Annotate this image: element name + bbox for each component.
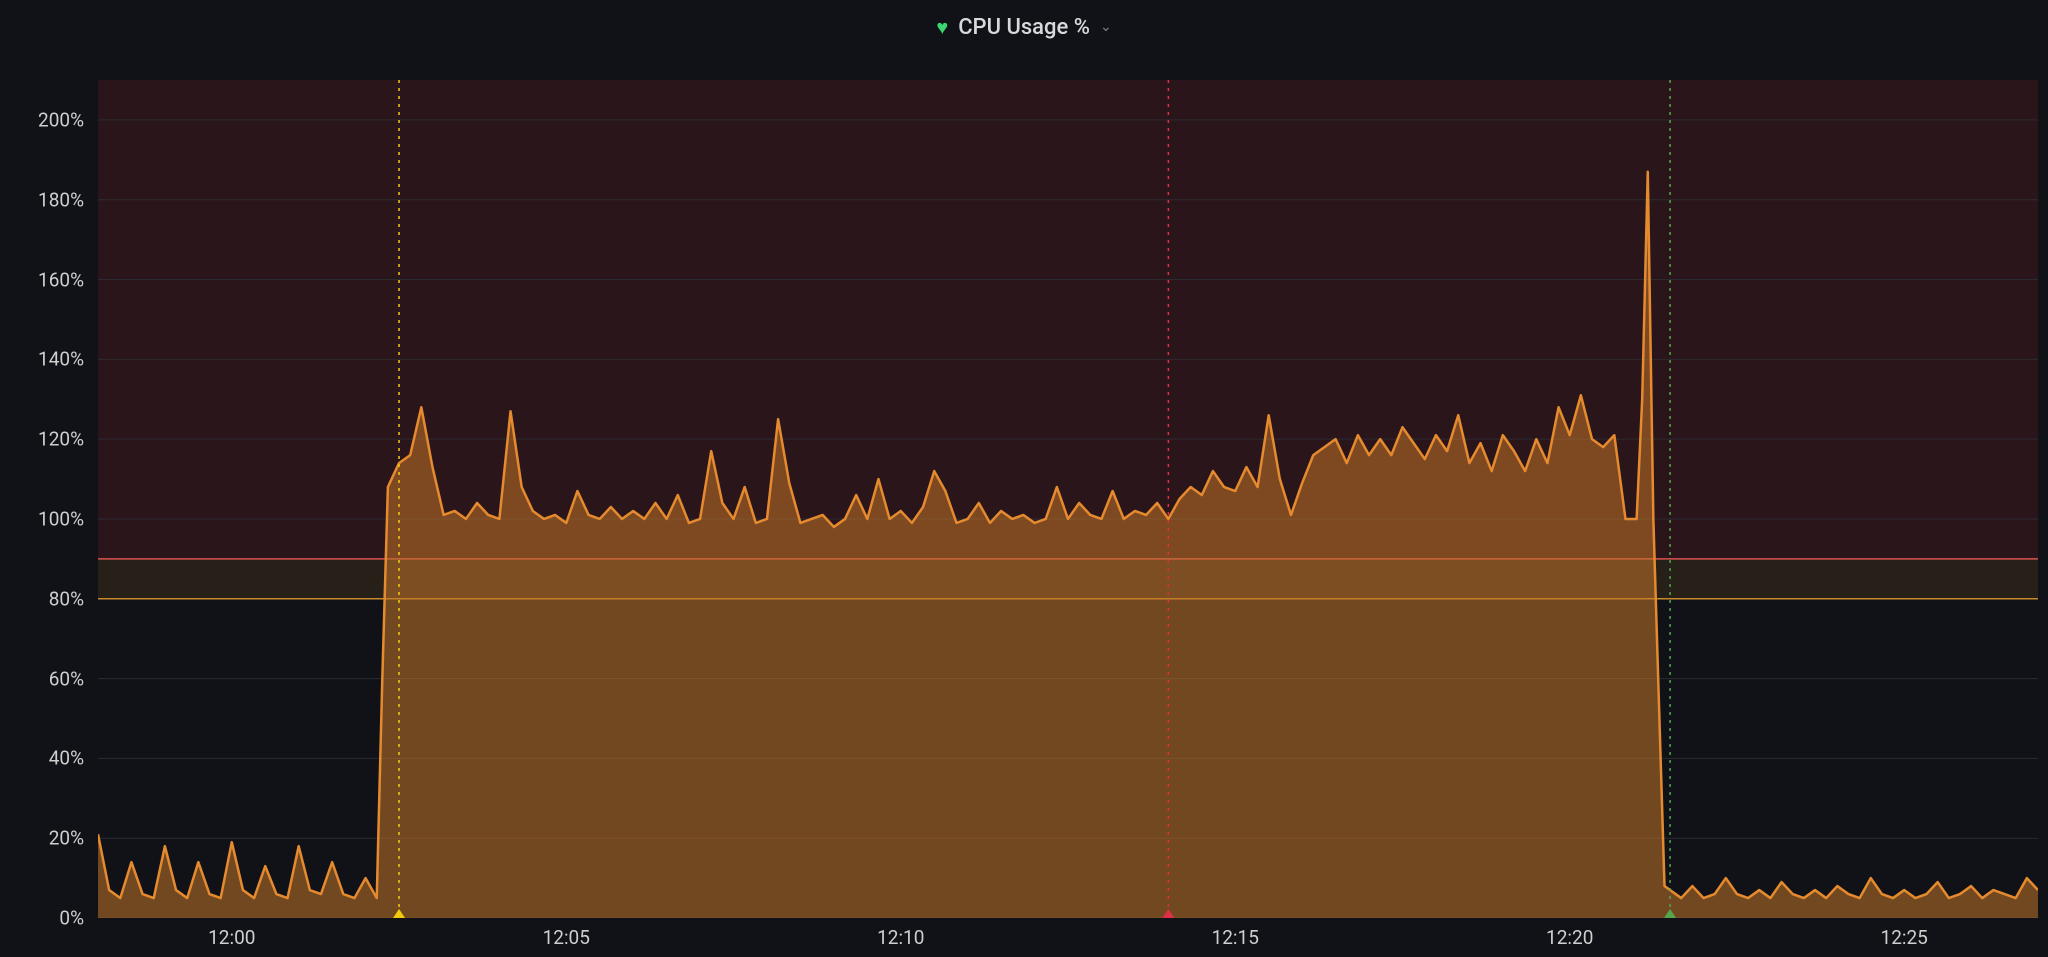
y-tick-label: 0% bbox=[0, 907, 84, 930]
panel-title: CPU Usage % bbox=[958, 15, 1090, 40]
chart-panel: ♥ CPU Usage % ⌄ 0% 20% 40% 60% 80% 100% 120% 14… bbox=[0, 0, 2048, 957]
x-tick-label: 12:05 bbox=[543, 926, 590, 949]
y-tick-label: 60% bbox=[0, 667, 84, 690]
panel-title-bar[interactable]: ♥ CPU Usage % ⌄ bbox=[0, 0, 2048, 54]
x-tick-label: 12:25 bbox=[1881, 926, 1928, 949]
x-tick-label: 12:10 bbox=[877, 926, 924, 949]
y-tick-label: 140% bbox=[0, 348, 84, 371]
x-tick-label: 12:20 bbox=[1546, 926, 1593, 949]
chart-svg bbox=[98, 80, 2038, 918]
chevron-down-icon: ⌄ bbox=[1100, 19, 1112, 35]
y-tick-label: 20% bbox=[0, 827, 84, 850]
y-tick-label: 40% bbox=[0, 747, 84, 770]
x-tick-label: 12:15 bbox=[1212, 926, 1259, 949]
x-tick-label: 12:00 bbox=[208, 926, 255, 949]
y-tick-label: 120% bbox=[0, 428, 84, 451]
y-tick-label: 200% bbox=[0, 108, 84, 131]
y-tick-label: 80% bbox=[0, 587, 84, 610]
chart-plot-area bbox=[98, 80, 2038, 918]
y-tick-label: 100% bbox=[0, 507, 84, 530]
y-tick-label: 180% bbox=[0, 188, 84, 211]
y-tick-label: 160% bbox=[0, 268, 84, 291]
heart-icon: ♥ bbox=[936, 17, 948, 37]
